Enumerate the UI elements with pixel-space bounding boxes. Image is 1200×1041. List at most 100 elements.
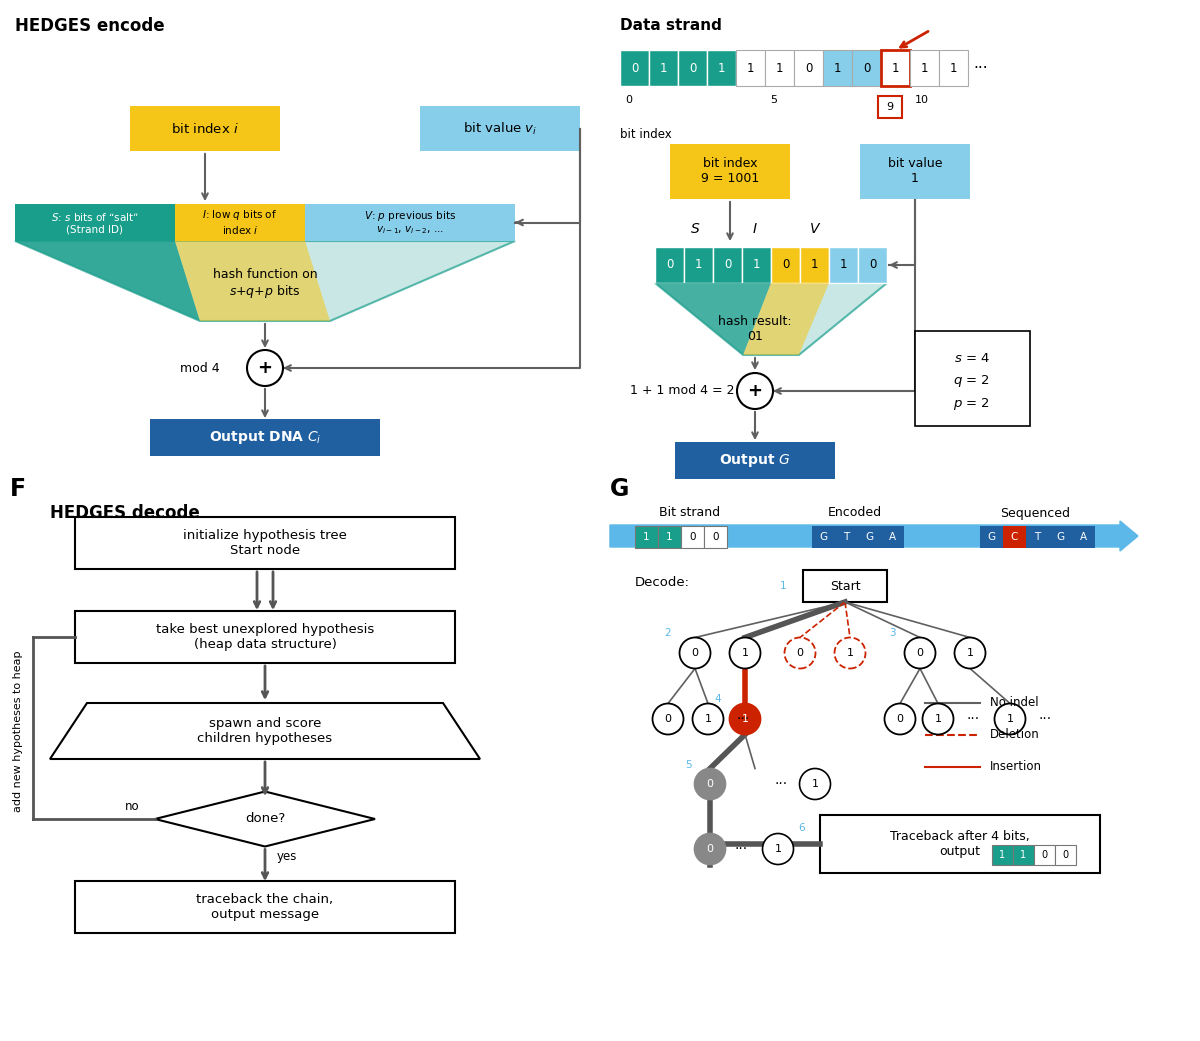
Circle shape [834,637,865,668]
FancyBboxPatch shape [881,50,910,86]
Circle shape [884,704,916,735]
Text: ···: ··· [1038,712,1051,726]
Text: 1: 1 [660,61,667,75]
Text: T: T [1034,532,1040,542]
Text: yes: yes [277,850,298,863]
Text: Deletion: Deletion [990,729,1039,741]
Polygon shape [155,791,374,846]
Circle shape [692,704,724,735]
FancyBboxPatch shape [655,247,684,283]
Text: G: G [1056,532,1064,542]
Text: traceback the chain,
output message: traceback the chain, output message [197,893,334,921]
FancyBboxPatch shape [858,247,887,283]
Text: HEDGES encode: HEDGES encode [14,17,164,35]
Text: hash function on
$s$+$q$+$p$ bits: hash function on $s$+$q$+$p$ bits [212,268,317,300]
FancyBboxPatch shape [858,526,881,548]
Text: 0: 0 [631,61,638,75]
Text: G: G [988,532,996,542]
FancyBboxPatch shape [678,50,707,86]
FancyBboxPatch shape [1034,845,1055,865]
Text: spawn and score
children hypotheses: spawn and score children hypotheses [198,717,332,745]
Text: initialize hypothesis tree
Start node: initialize hypothesis tree Start node [184,529,347,557]
FancyBboxPatch shape [772,247,800,283]
Circle shape [799,768,830,799]
Text: $q$ = 2: $q$ = 2 [954,373,990,389]
Text: hash result:
01: hash result: 01 [718,315,792,342]
FancyBboxPatch shape [635,526,658,548]
Text: G: G [865,532,874,542]
FancyBboxPatch shape [130,106,280,151]
Text: A: A [889,532,896,542]
Text: 1: 1 [746,61,755,75]
FancyBboxPatch shape [881,526,904,548]
FancyBboxPatch shape [878,96,902,118]
Text: 0: 0 [689,532,696,542]
FancyBboxPatch shape [713,247,742,283]
FancyBboxPatch shape [74,517,455,569]
Text: 1: 1 [811,779,818,789]
FancyBboxPatch shape [684,247,713,283]
Text: +: + [258,359,272,377]
Text: 1: 1 [966,648,973,658]
Text: 4: 4 [714,694,721,705]
FancyBboxPatch shape [820,815,1100,873]
Text: T: T [844,532,850,542]
Circle shape [923,704,954,735]
Text: 0: 0 [917,648,924,658]
FancyBboxPatch shape [1026,526,1049,548]
Text: Traceback after 4 bits,
output: Traceback after 4 bits, output [890,830,1030,858]
Text: Sequenced: Sequenced [1000,507,1070,519]
FancyBboxPatch shape [1003,526,1026,548]
Text: done?: done? [245,812,286,826]
Text: take best unexplored hypothesis
(heap data structure): take best unexplored hypothesis (heap da… [156,623,374,651]
FancyBboxPatch shape [74,881,455,933]
Text: ···: ··· [734,842,748,856]
Text: 1: 1 [935,714,942,723]
Text: 0: 0 [691,648,698,658]
Text: 1: 1 [718,61,725,75]
Text: 1: 1 [1020,850,1026,860]
Text: bit value $v_i$: bit value $v_i$ [463,121,538,137]
Text: $I$: $I$ [752,222,758,236]
Text: 0: 0 [797,648,804,658]
Text: No indel: No indel [990,696,1039,710]
FancyBboxPatch shape [766,50,794,86]
FancyBboxPatch shape [1072,526,1096,548]
Text: ···: ··· [973,60,988,76]
Text: $V$: $p$ previous bits
$v_{i-1}$, $v_{i-2}$, ...: $V$: $p$ previous bits $v_{i-1}$, $v_{i-… [364,209,456,236]
FancyBboxPatch shape [74,611,455,663]
FancyBboxPatch shape [707,50,736,86]
Text: F: F [10,477,26,501]
Polygon shape [743,283,829,355]
Text: 1: 1 [1000,850,1006,860]
Text: $S$: $s$ bits of “salt”
(Strand ID): $S$: $s$ bits of “salt” (Strand ID) [50,210,139,234]
Text: G: G [820,532,828,542]
Text: 0: 0 [1062,850,1068,860]
Text: HEDGES decode: HEDGES decode [50,504,199,522]
Text: G: G [610,477,629,501]
Text: 1: 1 [742,714,749,723]
Polygon shape [655,283,887,355]
FancyBboxPatch shape [420,106,580,151]
Text: 0: 0 [869,258,876,272]
Text: 5: 5 [770,95,778,105]
FancyBboxPatch shape [910,50,938,86]
Circle shape [737,373,773,409]
Circle shape [995,704,1026,735]
Circle shape [695,768,726,799]
FancyBboxPatch shape [742,247,772,283]
Text: 1: 1 [846,648,853,658]
FancyBboxPatch shape [794,50,823,86]
Text: 1: 1 [742,648,749,658]
Text: 1: 1 [752,258,761,272]
FancyBboxPatch shape [823,50,852,86]
Text: 1: 1 [840,258,847,272]
Text: 1: 1 [834,61,841,75]
FancyBboxPatch shape [1049,526,1072,548]
Polygon shape [14,242,200,321]
FancyBboxPatch shape [803,570,887,602]
Text: 6: 6 [799,823,805,833]
Text: bit index
9 = 1001: bit index 9 = 1001 [701,157,760,185]
Text: 0: 0 [625,95,632,105]
Text: A: A [1080,532,1087,542]
